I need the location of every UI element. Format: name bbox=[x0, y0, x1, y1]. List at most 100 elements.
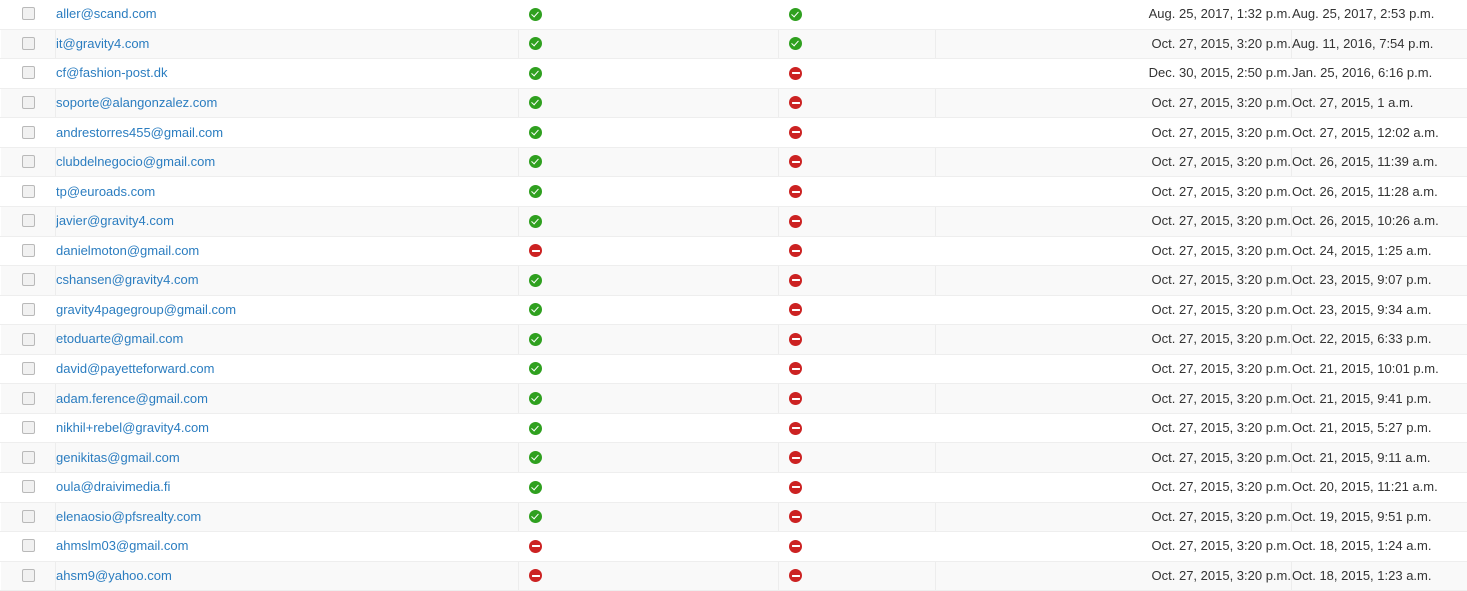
email-link[interactable]: danielmoton@gmail.com bbox=[56, 243, 199, 258]
flag-active-cell bbox=[519, 29, 779, 59]
flag-confirmed-cell bbox=[779, 473, 936, 503]
row-select-checkbox[interactable] bbox=[22, 155, 35, 168]
email-link[interactable]: soporte@alangonzalez.com bbox=[56, 95, 217, 110]
flag-confirmed-icon-wrap bbox=[779, 208, 802, 236]
row-select-checkbox[interactable] bbox=[22, 244, 35, 257]
date-modified-cell: Oct. 26, 2015, 10:26 a.m. bbox=[1292, 206, 1467, 236]
email-link[interactable]: david@payetteforward.com bbox=[56, 361, 214, 376]
flag-active-cell bbox=[519, 443, 779, 473]
row-select-checkbox[interactable] bbox=[22, 7, 35, 20]
select-cell bbox=[1, 443, 56, 473]
email-link[interactable]: elenaosio@pfsrealty.com bbox=[56, 509, 201, 524]
row-select-checkbox[interactable] bbox=[22, 37, 35, 50]
date-modified-cell: Jan. 25, 2016, 6:16 p.m. bbox=[1292, 59, 1467, 89]
deny-circle-icon bbox=[529, 569, 542, 582]
email-link[interactable]: it@gravity4.com bbox=[56, 36, 149, 51]
email-link[interactable]: javier@gravity4.com bbox=[56, 213, 174, 228]
email-link[interactable]: nikhil+rebel@gravity4.com bbox=[56, 420, 209, 435]
select-cell bbox=[1, 325, 56, 355]
flag-active-cell bbox=[519, 473, 779, 503]
select-cell bbox=[1, 59, 56, 89]
date-modified-cell: Oct. 21, 2015, 5:27 p.m. bbox=[1292, 413, 1467, 443]
flag-confirmed-icon-wrap bbox=[779, 60, 802, 88]
email-link[interactable]: cf@fashion-post.dk bbox=[56, 65, 167, 80]
select-cell bbox=[1, 29, 56, 59]
flag-active-icon-wrap bbox=[519, 296, 542, 324]
check-circle-icon bbox=[529, 451, 542, 464]
email-link[interactable]: gravity4pagegroup@gmail.com bbox=[56, 302, 236, 317]
email-link[interactable]: ahmslm03@gmail.com bbox=[56, 538, 188, 553]
row-select-checkbox[interactable] bbox=[22, 333, 35, 346]
email-link[interactable]: clubdelnegocio@gmail.com bbox=[56, 154, 215, 169]
email-cell: ahsm9@yahoo.com bbox=[56, 561, 519, 591]
row-select-checkbox[interactable] bbox=[22, 569, 35, 582]
row-select-checkbox[interactable] bbox=[22, 392, 35, 405]
row-select-checkbox[interactable] bbox=[22, 510, 35, 523]
flag-active-icon-wrap bbox=[519, 533, 542, 561]
email-link[interactable]: adam.ference@gmail.com bbox=[56, 391, 208, 406]
email-cell: aller@scand.com bbox=[56, 0, 519, 29]
flag-active-icon-wrap bbox=[519, 474, 542, 502]
row-select-checkbox[interactable] bbox=[22, 480, 35, 493]
flag-confirmed-icon-wrap bbox=[779, 355, 802, 383]
email-link[interactable]: ahsm9@yahoo.com bbox=[56, 568, 172, 583]
row-select-checkbox[interactable] bbox=[22, 66, 35, 79]
select-cell bbox=[1, 206, 56, 236]
row-select-checkbox[interactable] bbox=[22, 126, 35, 139]
flag-active-icon-wrap bbox=[519, 30, 542, 58]
email-link[interactable]: andrestorres455@gmail.com bbox=[56, 125, 223, 140]
email-cell: cf@fashion-post.dk bbox=[56, 59, 519, 89]
email-cell: elenaosio@pfsrealty.com bbox=[56, 502, 519, 532]
date-modified-cell: Oct. 23, 2015, 9:34 a.m. bbox=[1292, 295, 1467, 325]
date-created-cell: Dec. 30, 2015, 2:50 p.m. bbox=[936, 59, 1292, 89]
flag-active-cell bbox=[519, 384, 779, 414]
email-link[interactable]: tp@euroads.com bbox=[56, 184, 155, 199]
check-circle-icon bbox=[529, 37, 542, 50]
date-modified-cell: Oct. 26, 2015, 11:39 a.m. bbox=[1292, 147, 1467, 177]
flag-active-cell bbox=[519, 118, 779, 148]
flag-active-icon-wrap bbox=[519, 562, 542, 590]
row-select-checkbox[interactable] bbox=[22, 96, 35, 109]
row-select-checkbox[interactable] bbox=[22, 185, 35, 198]
select-cell bbox=[1, 295, 56, 325]
date-created-cell: Oct. 27, 2015, 3:20 p.m. bbox=[936, 88, 1292, 118]
check-circle-icon bbox=[529, 303, 542, 316]
check-circle-icon bbox=[529, 8, 542, 21]
flag-confirmed-icon-wrap bbox=[779, 533, 802, 561]
row-select-checkbox[interactable] bbox=[22, 451, 35, 464]
row-select-checkbox[interactable] bbox=[22, 421, 35, 434]
email-link[interactable]: oula@draivimedia.fi bbox=[56, 479, 170, 494]
flag-confirmed-icon-wrap bbox=[779, 562, 802, 590]
date-created-cell: Oct. 27, 2015, 3:20 p.m. bbox=[936, 236, 1292, 266]
flag-active-icon-wrap bbox=[519, 414, 542, 442]
email-link[interactable]: aller@scand.com bbox=[56, 6, 157, 21]
deny-circle-icon bbox=[789, 481, 802, 494]
check-circle-icon bbox=[529, 215, 542, 228]
flag-active-icon-wrap bbox=[519, 267, 542, 295]
row-select-checkbox[interactable] bbox=[22, 362, 35, 375]
row-select-checkbox[interactable] bbox=[22, 273, 35, 286]
select-cell bbox=[1, 473, 56, 503]
row-select-checkbox[interactable] bbox=[22, 303, 35, 316]
email-link[interactable]: cshansen@gravity4.com bbox=[56, 272, 199, 287]
email-link[interactable]: genikitas@gmail.com bbox=[56, 450, 180, 465]
deny-circle-icon bbox=[789, 333, 802, 346]
email-link[interactable]: etoduarte@gmail.com bbox=[56, 331, 183, 346]
date-modified-cell: Aug. 11, 2016, 7:54 p.m. bbox=[1292, 29, 1467, 59]
date-modified-cell: Oct. 26, 2015, 11:28 a.m. bbox=[1292, 177, 1467, 207]
deny-circle-icon bbox=[789, 422, 802, 435]
flag-confirmed-icon-wrap bbox=[779, 267, 802, 295]
row-select-checkbox[interactable] bbox=[22, 214, 35, 227]
email-cell: tp@euroads.com bbox=[56, 177, 519, 207]
flag-active-icon-wrap bbox=[519, 385, 542, 413]
date-modified-cell: Oct. 21, 2015, 10:01 p.m. bbox=[1292, 354, 1467, 384]
row-select-checkbox[interactable] bbox=[22, 539, 35, 552]
date-modified-cell: Oct. 21, 2015, 9:11 a.m. bbox=[1292, 443, 1467, 473]
flag-confirmed-cell bbox=[779, 354, 936, 384]
